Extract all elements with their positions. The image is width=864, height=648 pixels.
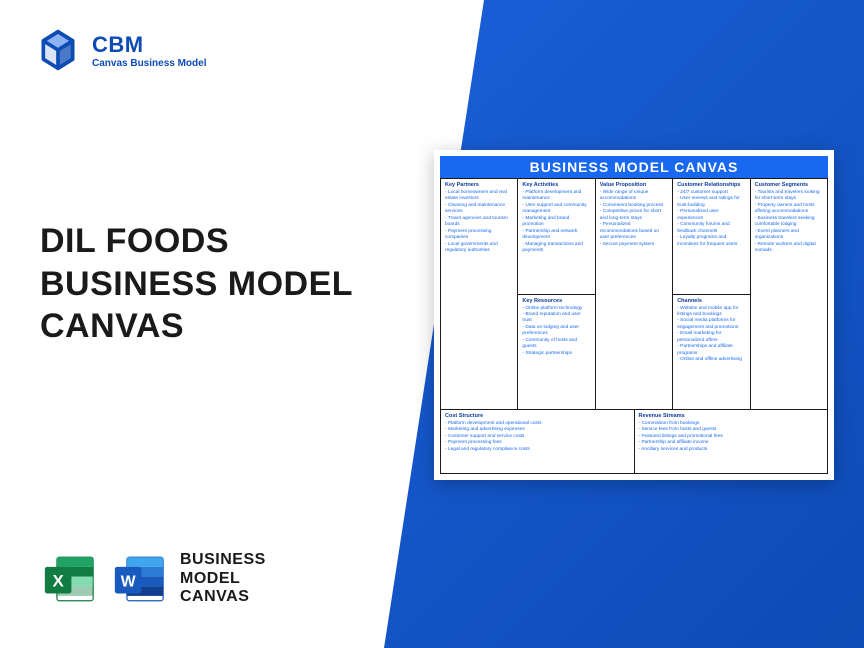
canvas-title: BUSINESS MODEL CANVAS [440,156,828,178]
cell-channels: ChannelsWebsite and mobile app for listi… [673,295,750,411]
cell-cost-structure: Cost StructurePlatform development and o… [441,410,635,474]
svg-text:X: X [52,571,64,590]
word-icon: W [110,550,168,608]
brand-logo: CBM Canvas Business Model [36,28,206,72]
logo-title: CBM [92,32,206,58]
cell-key-activities: Key ActivitiesPlatform development and m… [518,179,595,295]
svg-text:W: W [121,573,136,590]
cell-key-resources: Key ResourcesOnline platform technologyB… [518,295,595,411]
file-format-icons: X W BUSINESS MODEL CANVAS [40,550,266,608]
business-model-canvas-card: BUSINESS MODEL CANVAS Key PartnersLocal … [434,150,834,480]
cell-revenue-streams: Revenue StreamsCommission from bookingsS… [635,410,829,474]
cell-value-proposition: Value PropositionWide range of unique ac… [596,179,673,410]
cell-key-partners: Key PartnersLocal homeowners and real es… [441,179,518,410]
canvas-grid-bottom: Cost StructurePlatform development and o… [440,410,828,474]
cell-customer-segments: Customer SegmentsTourists and travelers … [751,179,828,410]
excel-icon: X [40,550,98,608]
cbm-logo-icon [36,28,80,72]
file-label: BUSINESS MODEL CANVAS [180,551,266,606]
page-title: DIL FOODS BUSINESS MODEL CANVAS [40,220,353,348]
logo-subtitle: Canvas Business Model [92,58,206,69]
canvas-grid-top: Key PartnersLocal homeowners and real es… [440,178,828,410]
cell-customer-relationships: Customer Relationships24/7 customer supp… [673,179,750,295]
